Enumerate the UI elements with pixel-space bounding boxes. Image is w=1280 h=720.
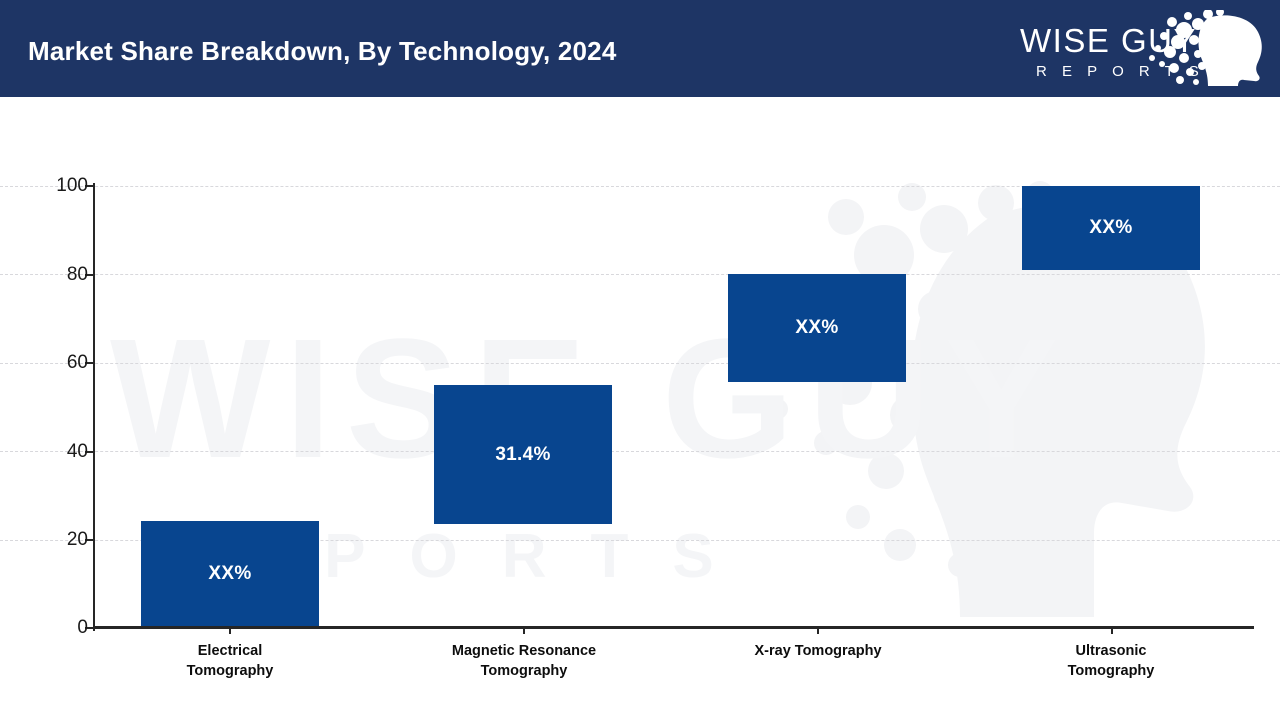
y-tick-mark-40 xyxy=(85,451,94,453)
bar-label-ultrasonic-tomography: XX% xyxy=(1089,217,1133,238)
gridline-80 xyxy=(0,274,1280,275)
bar-magnetic-resonance-tomography[interactable]: 31.4% xyxy=(434,385,612,524)
y-tick-mark-60 xyxy=(85,362,94,364)
bar-label-x-ray-tomography: XX% xyxy=(795,317,839,338)
x-axis-label-magnetic-resonance-tomography: Magnetic Resonance Tomography xyxy=(451,643,597,679)
gridline-40 xyxy=(0,451,1280,452)
x-tick-mark-2 xyxy=(523,626,525,634)
x-tick-mark-4 xyxy=(1111,626,1113,634)
y-tick-label-20: 20 xyxy=(66,529,88,550)
gridline-100 xyxy=(0,186,1280,187)
y-tick-mark-0 xyxy=(85,627,94,629)
page-header: Market Share Breakdown, By Technology, 2… xyxy=(0,0,1280,97)
x-tick-mark-3 xyxy=(817,626,819,634)
x-axis-label-electrical-tomography: Electrical Tomography xyxy=(186,643,274,679)
y-tick-label-0: 0 xyxy=(77,617,88,638)
y-axis-line xyxy=(93,183,95,631)
bar-ultrasonic-tomography[interactable]: XX% xyxy=(1022,186,1200,270)
y-tick-label-100: 100 xyxy=(56,175,88,196)
bar-electrical-tomography[interactable]: XX% xyxy=(141,521,319,626)
wise-guy-reports-logo: WISE GUY R E P O R T S xyxy=(1012,8,1274,88)
x-axis-label-ultrasonic-tomography: Ultrasonic Tomography xyxy=(1067,643,1155,679)
gridline-60 xyxy=(0,363,1280,364)
y-tick-label-80: 80 xyxy=(66,264,88,285)
x-tick-mark-1 xyxy=(229,626,231,634)
bar-x-ray-tomography[interactable]: XX% xyxy=(728,274,906,382)
y-tick-label-60: 60 xyxy=(66,352,88,373)
x-axis-line xyxy=(93,626,1254,629)
x-axis-label-x-ray-tomography: X-ray Tomography xyxy=(754,643,882,659)
bar-label-magnetic-resonance-tomography: 31.4% xyxy=(495,443,551,465)
chart-canvas: WISE GUY REPORTS XX% 31.4% XX% XX% xyxy=(0,97,1280,720)
svg-text:R E P O R T S: R E P O R T S xyxy=(1036,63,1204,80)
page-title: Market Share Breakdown, By Technology, 2… xyxy=(28,36,617,66)
gridline-20 xyxy=(0,540,1280,541)
y-tick-mark-20 xyxy=(85,539,94,541)
bar-label-electrical-tomography: XX% xyxy=(208,562,252,584)
y-tick-label-40: 40 xyxy=(66,441,88,462)
y-tick-mark-80 xyxy=(85,274,94,276)
y-tick-mark-100 xyxy=(85,185,94,187)
